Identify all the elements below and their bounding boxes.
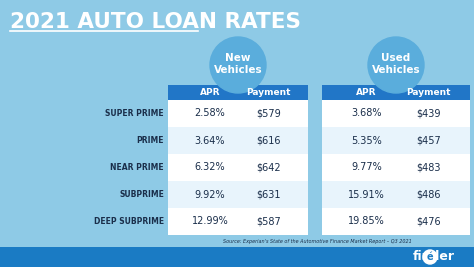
Text: DEEP SUBPRIME: DEEP SUBPRIME	[94, 217, 164, 226]
Text: 6.32%: 6.32%	[195, 163, 225, 172]
Text: Used: Used	[382, 53, 410, 63]
FancyBboxPatch shape	[322, 208, 470, 234]
Text: $483: $483	[416, 163, 441, 172]
Text: 3.64%: 3.64%	[195, 135, 225, 146]
Text: 9.92%: 9.92%	[195, 190, 225, 199]
Text: Payment: Payment	[406, 88, 451, 97]
Text: $631: $631	[256, 190, 281, 199]
FancyBboxPatch shape	[168, 208, 308, 234]
Text: SUBPRIME: SUBPRIME	[119, 190, 164, 199]
Text: 12.99%: 12.99%	[191, 217, 228, 226]
Circle shape	[210, 37, 266, 93]
FancyBboxPatch shape	[168, 127, 308, 154]
Text: New: New	[225, 53, 251, 63]
Text: $476: $476	[416, 217, 441, 226]
Text: 2.58%: 2.58%	[195, 108, 225, 119]
Text: finder: finder	[413, 250, 455, 264]
FancyBboxPatch shape	[168, 100, 308, 127]
Text: $457: $457	[416, 135, 441, 146]
Text: 3.68%: 3.68%	[351, 108, 382, 119]
Text: $579: $579	[256, 108, 281, 119]
Text: 9.77%: 9.77%	[351, 163, 382, 172]
Text: Payment: Payment	[246, 88, 291, 97]
Text: $486: $486	[416, 190, 441, 199]
Text: Vehicles: Vehicles	[214, 65, 262, 75]
FancyBboxPatch shape	[168, 85, 308, 235]
Circle shape	[368, 37, 424, 93]
Text: $587: $587	[256, 217, 281, 226]
Text: NEAR PRIME: NEAR PRIME	[110, 163, 164, 172]
Text: $439: $439	[416, 108, 441, 119]
Text: 19.85%: 19.85%	[348, 217, 385, 226]
FancyBboxPatch shape	[322, 154, 470, 180]
Text: PRIME: PRIME	[137, 136, 164, 145]
Circle shape	[423, 250, 437, 264]
Text: 15.91%: 15.91%	[348, 190, 385, 199]
Text: Source: Experian's State of the Automotive Finance Market Report – Q3 2021: Source: Experian's State of the Automoti…	[223, 239, 411, 245]
FancyBboxPatch shape	[322, 100, 470, 127]
Text: é: é	[427, 252, 433, 262]
FancyBboxPatch shape	[168, 154, 308, 180]
Text: Vehicles: Vehicles	[372, 65, 420, 75]
FancyBboxPatch shape	[0, 247, 474, 267]
Text: APR: APR	[356, 88, 377, 97]
Text: 2021 AUTO LOAN RATES: 2021 AUTO LOAN RATES	[10, 12, 301, 32]
FancyBboxPatch shape	[322, 85, 470, 235]
FancyBboxPatch shape	[322, 127, 470, 154]
Text: $616: $616	[256, 135, 281, 146]
Text: 5.35%: 5.35%	[351, 135, 382, 146]
Text: SUPER PRIME: SUPER PRIME	[105, 109, 164, 118]
Text: APR: APR	[200, 88, 220, 97]
FancyBboxPatch shape	[168, 181, 308, 207]
Text: $642: $642	[256, 163, 281, 172]
FancyBboxPatch shape	[322, 181, 470, 207]
